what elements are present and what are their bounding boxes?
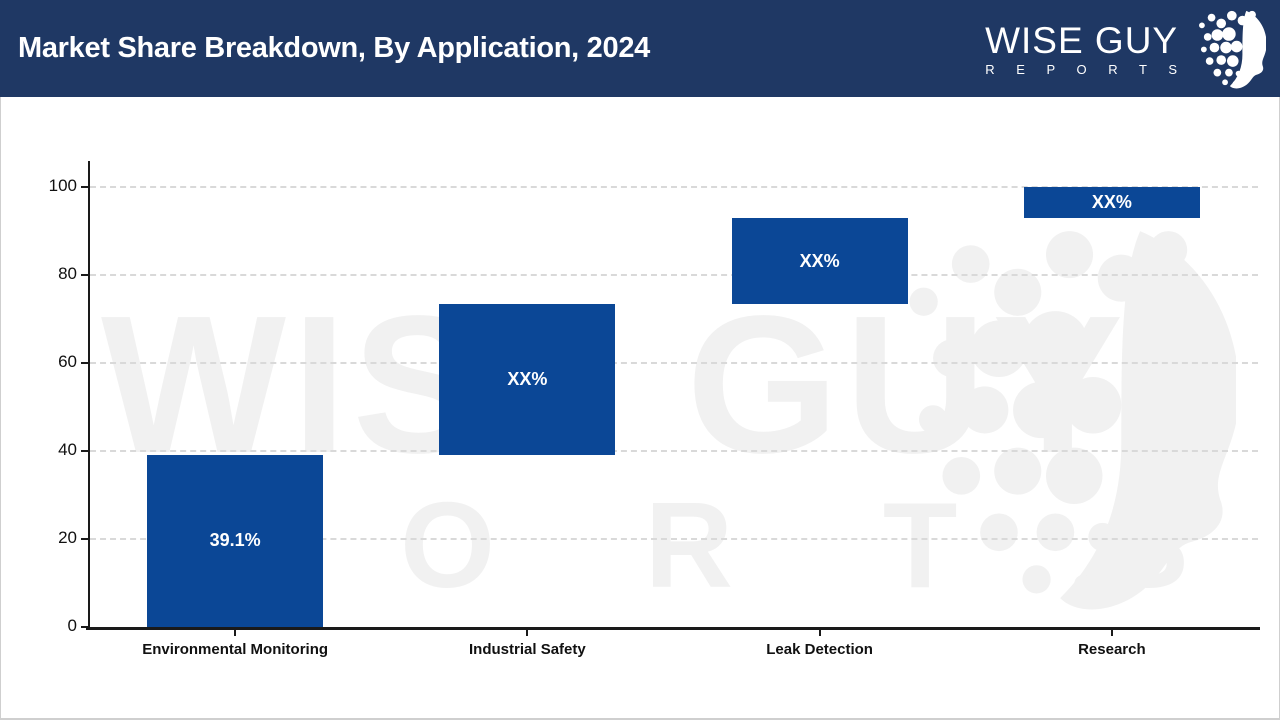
- brand-logo: WISE GUY R E P O R T S: [981, 8, 1266, 90]
- x-axis-line: [86, 627, 1260, 630]
- y-gridline: [90, 538, 1258, 540]
- watermark-face-icon: [909, 231, 1236, 610]
- x-axis-category-label: Industrial Safety: [469, 641, 586, 658]
- bar-value-label: 39.1%: [209, 530, 261, 551]
- x-axis-tick: [1110, 628, 1113, 636]
- bar-segment: XX%: [1023, 187, 1200, 219]
- bar-segment: 39.1%: [147, 454, 324, 627]
- y-gridline: [90, 362, 1258, 364]
- face-profile-icon: [1199, 10, 1266, 89]
- brand-logo-text: WISE GUY R E P O R T S: [981, 22, 1182, 76]
- x-axis-category-label: Environmental Monitoring: [142, 641, 329, 658]
- y-axis-tick-label: 80: [58, 264, 77, 283]
- y-gridline: [90, 274, 1258, 276]
- x-axis-category-label: Leak Detection: [766, 641, 873, 658]
- x-axis-tick: [818, 628, 821, 636]
- y-axis-tick: [81, 186, 88, 188]
- y-axis-line: [88, 161, 90, 630]
- y-axis-tick: [81, 538, 88, 540]
- bar-value-label: XX%: [507, 368, 548, 389]
- y-axis-tick-label: 100: [48, 176, 77, 195]
- header-bar: Market Share Breakdown, By Application, …: [0, 0, 1280, 97]
- bar-value-label: XX%: [1091, 192, 1132, 213]
- x-axis-category-label: Research: [1078, 641, 1146, 658]
- brand-name: WISE GUY: [985, 20, 1179, 61]
- y-axis-tick-label: 60: [58, 352, 77, 371]
- bar-segment: XX%: [731, 218, 908, 305]
- bar-value-label: XX%: [799, 250, 840, 271]
- y-axis-tick: [81, 450, 88, 452]
- x-axis-tick: [526, 628, 529, 636]
- y-axis-tick: [81, 362, 88, 364]
- y-axis-tick: [81, 274, 88, 276]
- y-gridline: [90, 450, 1258, 452]
- page-title: Market Share Breakdown, By Application, …: [18, 32, 650, 64]
- y-axis-tick: [81, 626, 88, 628]
- bar-segment: XX%: [439, 304, 616, 455]
- y-axis-tick-label: 40: [58, 440, 77, 459]
- brand-subname: R E P O R T S: [985, 62, 1186, 77]
- watermark-reports-text: P O R T S: [171, 477, 1247, 613]
- y-gridline: [90, 186, 1258, 188]
- chart-canvas: WISE GUY P O R T S 0 20 40 60 80 100 39.1% XX% X…: [0, 97, 1280, 720]
- y-axis-tick-label: 0: [67, 616, 77, 635]
- x-axis-tick: [234, 628, 237, 636]
- y-axis-tick-label: 20: [58, 528, 77, 547]
